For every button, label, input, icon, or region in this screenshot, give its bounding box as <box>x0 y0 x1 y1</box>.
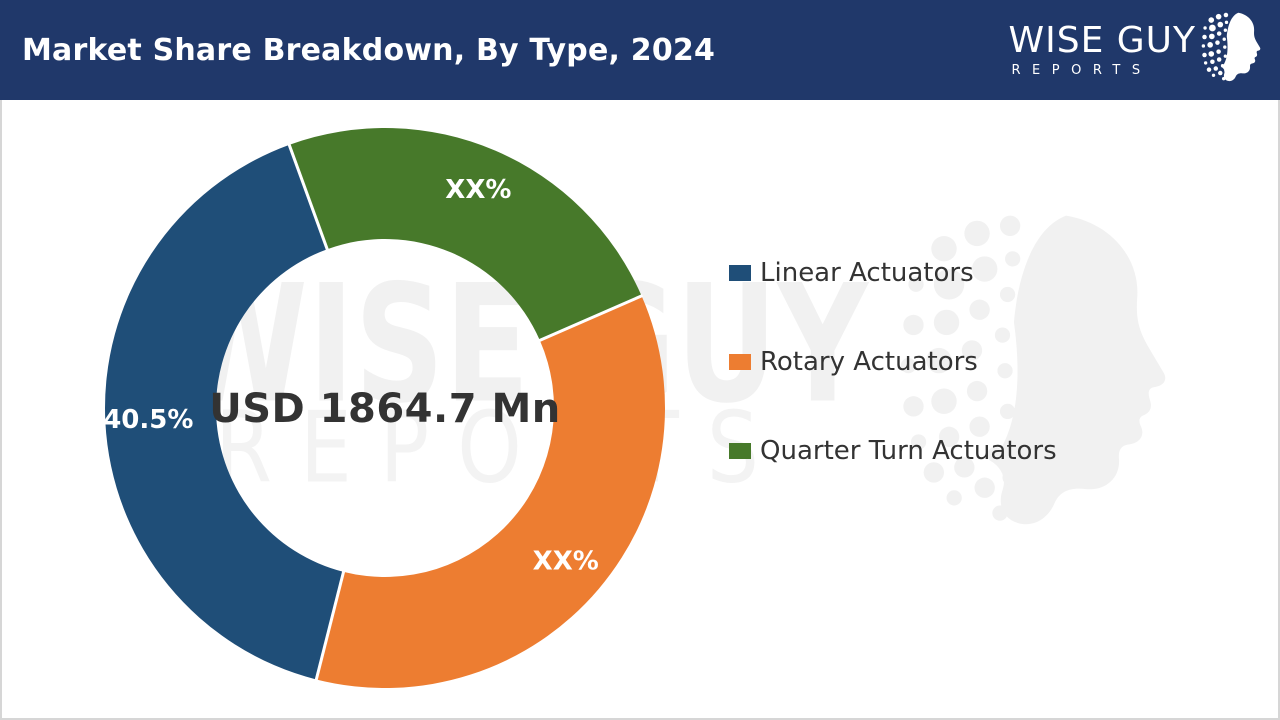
header-bar: Market Share Breakdown, By Type, 2024 WI… <box>0 0 1280 100</box>
segment-percentage-label: XX% <box>445 175 511 205</box>
segment-percentage-label: 40.5% <box>103 405 193 435</box>
segment-separator <box>287 143 330 252</box>
legend-swatch-orange <box>729 354 751 370</box>
legend-label: Linear Actuators <box>760 258 974 288</box>
chart-legend: Linear Actuators Rotary Actuators Quarte… <box>729 257 1057 524</box>
donut-segment-2 <box>289 127 642 341</box>
legend-label: Rotary Actuators <box>760 347 978 377</box>
donut-segment-1 <box>316 295 665 688</box>
logo-reports-text: REPORTS <box>1011 62 1152 78</box>
segment-percentage-label: XX% <box>533 546 599 576</box>
watermark-reports-text: REPORTS <box>215 391 787 506</box>
legend-label: Quarter Turn Actuators <box>760 436 1057 466</box>
chart-center-value: USD 1864.7 Mn <box>209 386 561 432</box>
logo-text: WISE GUY REPORTS <box>1008 19 1197 78</box>
segment-separator <box>537 294 644 343</box>
page-title: Market Share Breakdown, By Type, 2024 <box>22 32 716 68</box>
legend-item-rotary-actuators: Rotary Actuators <box>729 346 1057 378</box>
legend-item-linear-actuators: Linear Actuators <box>729 257 1057 289</box>
wise-guy-reports-logo: WISE GUY REPORTS <box>1009 11 1263 90</box>
legend-swatch-green <box>729 443 751 459</box>
donut-segment-0 <box>104 144 344 680</box>
logo-wiseguy-text: WISE GUY <box>1008 19 1196 61</box>
legend-item-quarter-turn-actuators: Quarter Turn Actuators <box>729 435 1057 467</box>
logo-face-icon <box>1201 12 1261 81</box>
legend-swatch-blue <box>729 265 751 281</box>
segment-separator <box>314 569 346 681</box>
